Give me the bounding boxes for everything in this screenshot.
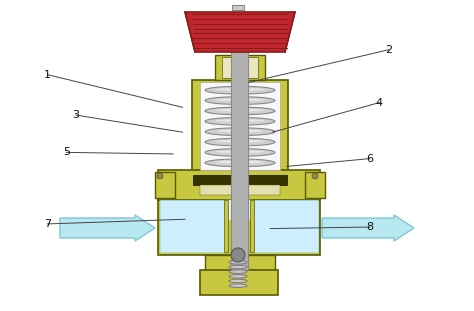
Bar: [200, 82, 280, 170]
Bar: [224, 200, 228, 252]
Polygon shape: [185, 12, 295, 52]
Ellipse shape: [229, 275, 247, 278]
Bar: [200, 185, 280, 195]
Text: 3: 3: [73, 110, 79, 120]
Bar: [155, 172, 175, 198]
Ellipse shape: [205, 86, 275, 94]
Bar: [215, 55, 265, 80]
Bar: [222, 57, 258, 78]
Bar: [200, 270, 278, 295]
Bar: [160, 200, 225, 252]
Bar: [205, 255, 275, 270]
Text: 6: 6: [366, 154, 373, 164]
Text: 5: 5: [63, 147, 70, 157]
Ellipse shape: [205, 128, 275, 136]
Bar: [252, 200, 318, 252]
Ellipse shape: [205, 118, 275, 125]
Ellipse shape: [229, 261, 247, 264]
Text: 1: 1: [44, 70, 51, 80]
Circle shape: [157, 173, 163, 179]
Text: 4: 4: [375, 98, 383, 108]
Ellipse shape: [216, 99, 264, 101]
Ellipse shape: [205, 138, 275, 146]
Bar: [250, 200, 254, 252]
Ellipse shape: [229, 265, 247, 269]
Ellipse shape: [205, 159, 275, 167]
Ellipse shape: [216, 109, 264, 111]
FancyArrow shape: [322, 215, 414, 241]
Bar: [158, 170, 320, 200]
Text: 7: 7: [44, 219, 51, 229]
Ellipse shape: [216, 119, 264, 122]
Bar: [232, 5, 244, 10]
Ellipse shape: [216, 130, 264, 132]
Ellipse shape: [205, 149, 275, 156]
Bar: [225, 200, 252, 220]
Bar: [305, 172, 325, 198]
Circle shape: [231, 248, 245, 262]
Ellipse shape: [229, 284, 247, 287]
Ellipse shape: [229, 279, 247, 283]
Text: 2: 2: [385, 45, 392, 55]
Bar: [231, 12, 248, 270]
Bar: [192, 80, 288, 175]
Ellipse shape: [216, 161, 264, 163]
Ellipse shape: [229, 270, 247, 273]
FancyArrow shape: [60, 215, 155, 241]
Text: 8: 8: [366, 222, 374, 232]
Ellipse shape: [205, 107, 275, 115]
Bar: [193, 175, 287, 185]
Ellipse shape: [205, 97, 275, 104]
Ellipse shape: [216, 88, 264, 91]
Ellipse shape: [216, 151, 264, 153]
Ellipse shape: [216, 140, 264, 142]
Circle shape: [312, 173, 318, 179]
Bar: [158, 198, 320, 255]
